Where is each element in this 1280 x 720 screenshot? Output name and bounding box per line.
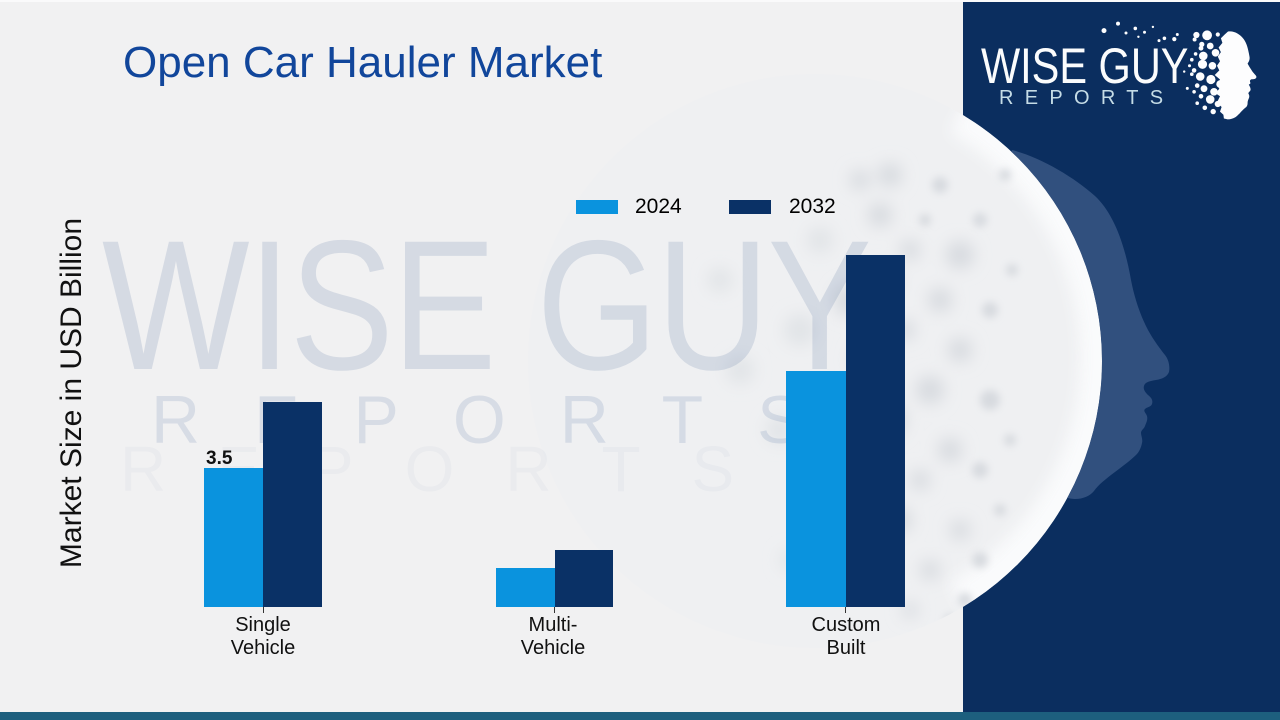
- svg-text:WISE GUY: WISE GUY: [981, 37, 1188, 94]
- svg-text:REPORTS: REPORTS: [999, 87, 1174, 109]
